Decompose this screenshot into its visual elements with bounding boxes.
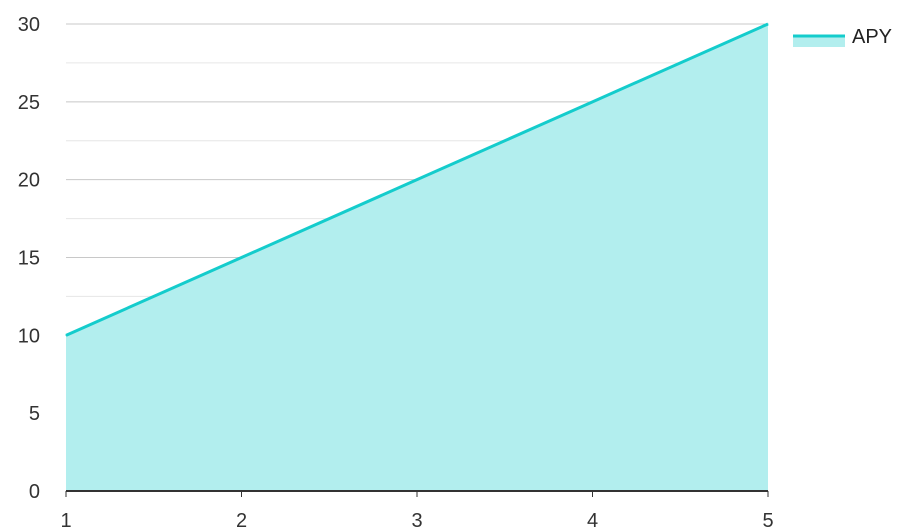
y-tick-label: 30	[18, 14, 40, 36]
plot-area	[65, 22, 769, 491]
y-tick-label: 10	[18, 325, 40, 347]
data-point	[416, 179, 418, 181]
data-point	[241, 257, 242, 258]
x-tick-label: 4	[587, 510, 598, 530]
legend-label-apy: APY	[852, 26, 892, 48]
data-point	[767, 23, 769, 25]
x-tick-label: 1	[60, 510, 71, 530]
y-tick-label: 5	[29, 403, 40, 425]
legend-swatch	[793, 35, 845, 47]
y-tick-label: 0	[29, 481, 40, 503]
series-area-apy	[66, 24, 768, 491]
data-point	[592, 101, 593, 103]
y-tick-label: 20	[18, 170, 40, 192]
x-tick-label: 5	[762, 510, 773, 530]
y-tick-label: 25	[18, 92, 40, 114]
x-tick-label: 2	[236, 510, 247, 530]
x-tick-label: 3	[411, 510, 422, 530]
y-tick-label: 15	[18, 248, 40, 270]
legend: APY	[793, 26, 892, 48]
axes: 1 2 3 4 5 0 5 10 15 20 25 30	[18, 14, 774, 530]
data-point	[65, 334, 67, 336]
